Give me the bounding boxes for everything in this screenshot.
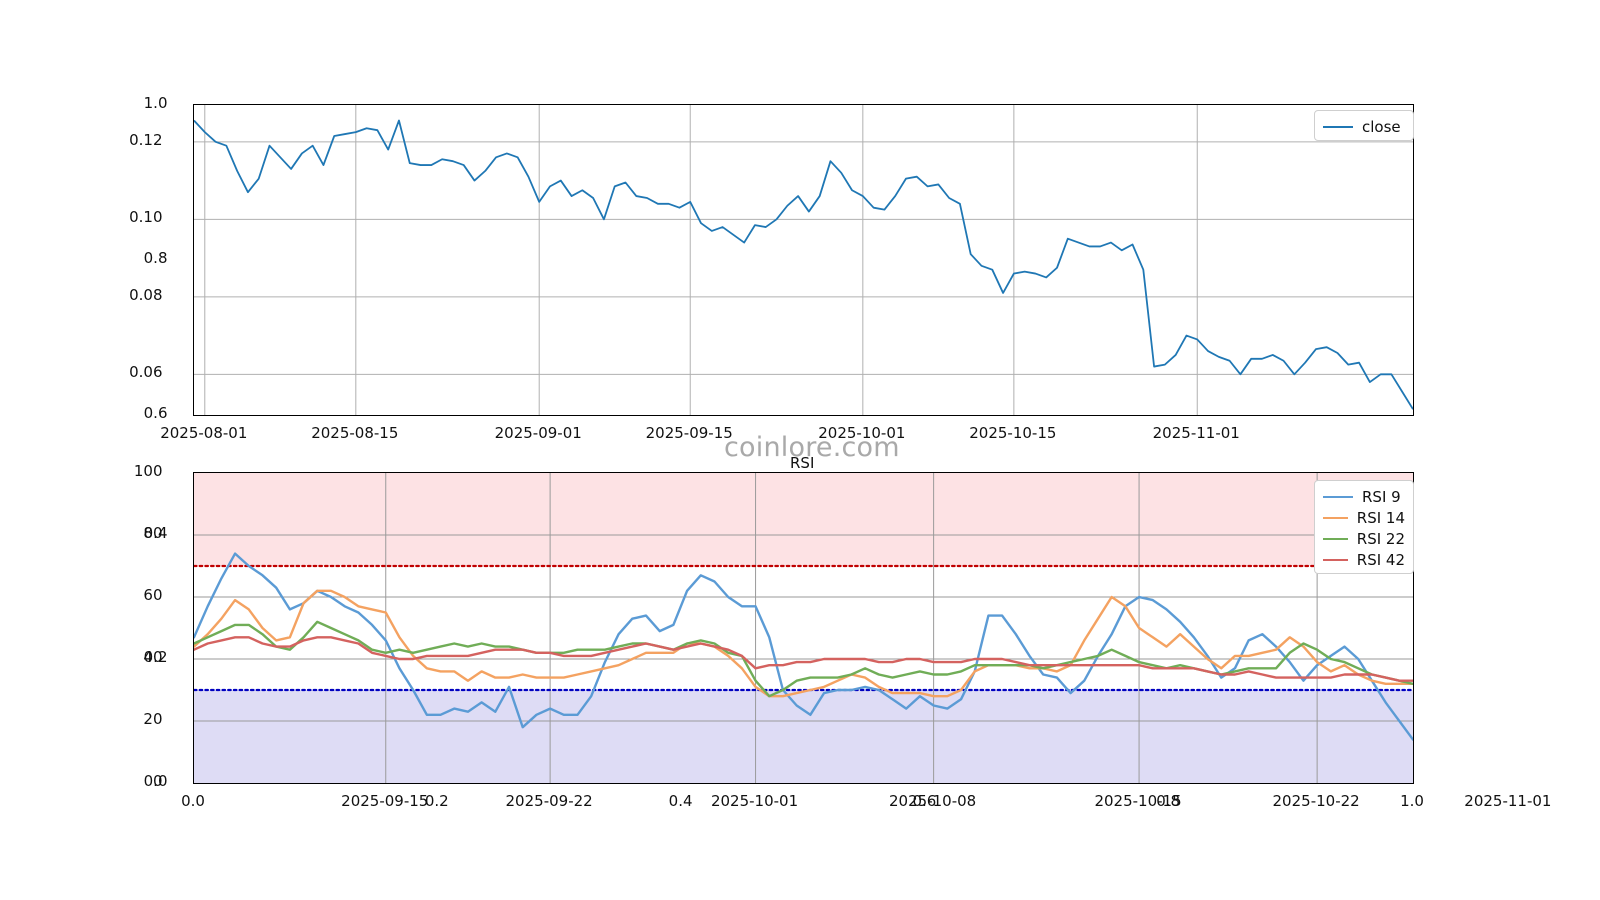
rsi-chart-legend[interactable]: RSI 9 RSI 14 RSI 22 RSI 42 [1314, 480, 1414, 574]
rsi-band-0 [194, 473, 1413, 566]
price-y-tick-secondary-0: 1.0 [143, 94, 168, 112]
price-y-tick-3: 0.06 [129, 363, 163, 382]
rsi-y-tick-secondary-2: 0.0 [143, 772, 168, 790]
rsi-x-tick-date-6: 2025-11-01 [1464, 792, 1552, 810]
legend-item-label: RSI 22 [1356, 529, 1405, 548]
legend-swatch-icon [1323, 495, 1353, 498]
rsi-y-tick-2: 40 [143, 648, 163, 666]
rsi-line-svg [194, 473, 1413, 783]
rsi-y-tick-1: 20 [143, 710, 163, 728]
legend-item-label: close [1362, 117, 1401, 136]
price-y-tick-2: 0.08 [129, 285, 163, 304]
price-x-tick-6: 2025-11-01 [1152, 424, 1240, 442]
rsi-x-tick-frac-5: 1.0 [1400, 792, 1424, 810]
price-x-tick-4: 2025-10-01 [818, 424, 906, 442]
rsi-y-tick-4: 80 [143, 524, 163, 542]
price-x-tick-0: 2025-08-01 [160, 424, 248, 442]
rsi-band-1 [194, 690, 1413, 783]
legend-item-rsi-22[interactable]: RSI 22 [1323, 528, 1405, 549]
price-x-tick-5: 2025-10-15 [969, 424, 1057, 442]
rsi-line-rsi-14 [194, 589, 1413, 698]
legend-item-rsi-14[interactable]: RSI 14 [1323, 507, 1405, 528]
legend-item-rsi-9[interactable]: RSI 9 [1323, 486, 1405, 507]
rsi-x-tick-date-5: 2025-10-22 [1272, 792, 1360, 810]
price-y-tick-0: 0.12 [129, 130, 163, 149]
rsi-chart-title: RSI [790, 454, 815, 472]
price-y-tick-1: 0.10 [129, 208, 163, 227]
legend-item-label: RSI 42 [1356, 550, 1405, 569]
legend-swatch-icon [1323, 125, 1353, 128]
rsi-y-tick-secondary-1: 0.2 [143, 648, 168, 666]
legend-item-label: RSI 9 [1362, 487, 1401, 506]
rsi-y-tick-secondary-0: 0.4 [143, 524, 168, 542]
legend-item-rsi-42[interactable]: RSI 42 [1323, 549, 1405, 570]
rsi-x-tick-frac-3: 0.6 [912, 792, 937, 810]
rsi-x-tick-date-2: 2025-10-01 [710, 792, 799, 810]
rsi-x-tick-frac-0: 0.0 [181, 792, 205, 810]
rsi-x-tick-date-3: 2025-10-08 [889, 792, 977, 810]
rsi-y-tick-3: 60 [143, 586, 163, 604]
rsi-x-tick-date-0: 2025-09-15 [341, 792, 429, 810]
price-x-tick-2: 2025-09-01 [494, 424, 582, 442]
rsi-x-tick-frac-4: 0.8 [1156, 792, 1181, 810]
rsi-chart-plot-area [193, 472, 1414, 784]
rsi-x-tick-frac-1: 0.2 [424, 792, 449, 810]
price-line-svg [194, 105, 1413, 415]
rsi-y-tick-0: 0 [152, 772, 163, 790]
rsi-x-tick-date-4: 2025-10-15 [1094, 792, 1182, 810]
rsi-x-tick-frac-2: 0.4 [668, 792, 693, 810]
legend-swatch-icon [1323, 558, 1348, 561]
price-x-tick-3: 2025-09-15 [645, 424, 733, 442]
rsi-x-tick-date-1: 2025-09-22 [505, 792, 593, 810]
price-x-tick-1: 2025-08-15 [311, 424, 399, 442]
legend-item-close[interactable]: close [1323, 116, 1405, 137]
legend-item-label: RSI 14 [1356, 508, 1405, 527]
legend-swatch-icon [1323, 537, 1348, 540]
price-y-tick-secondary-1: 0.8 [143, 249, 168, 267]
price-chart-plot-area [193, 104, 1414, 416]
price-y-tick-secondary-2: 0.6 [143, 404, 168, 422]
rsi-y-tick-5: 100 [133, 462, 163, 480]
price-chart-legend[interactable]: close [1314, 110, 1414, 141]
price-close-line [194, 119, 1413, 410]
legend-swatch-icon [1323, 516, 1348, 519]
rsi-line-rsi-42 [194, 636, 1413, 682]
watermark: coinlore.com [724, 432, 900, 463]
